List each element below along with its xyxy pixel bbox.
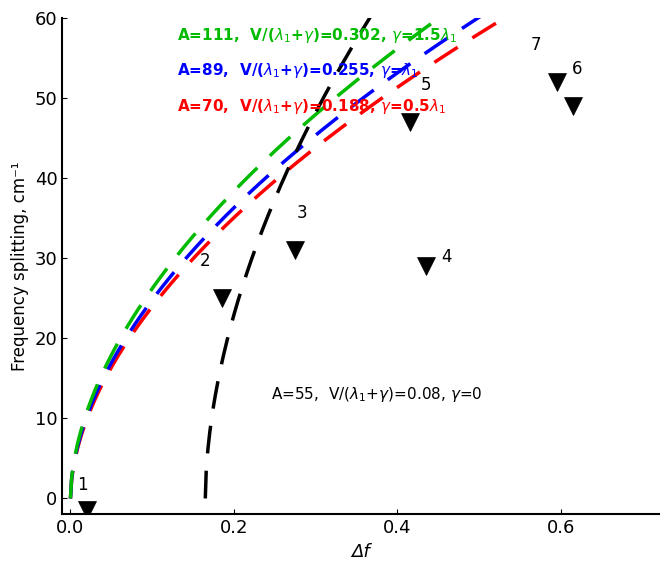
Text: 6: 6 — [572, 60, 582, 78]
Text: A=70,  V/($\lambda_1$+$\gamma$)=0.188, $\gamma$=0.5$\lambda_1$: A=70, V/($\lambda_1$+$\gamma$)=0.188, $\… — [177, 97, 446, 116]
Text: 2: 2 — [200, 252, 210, 271]
Text: A=111,  V/($\lambda_1$+$\gamma$)=0.302, $\gamma$=1.5$\lambda_1$: A=111, V/($\lambda_1$+$\gamma$)=0.302, $… — [177, 26, 456, 45]
Text: 7: 7 — [531, 36, 541, 54]
X-axis label: Δf: Δf — [351, 543, 370, 561]
Text: A=55,  V/($\lambda_1$+$\gamma$)=0.08, $\gamma$=0: A=55, V/($\lambda_1$+$\gamma$)=0.08, $\g… — [271, 385, 482, 404]
Text: 4: 4 — [441, 248, 452, 267]
Text: 1: 1 — [78, 476, 88, 494]
Y-axis label: Frequency splitting, cm⁻¹: Frequency splitting, cm⁻¹ — [11, 161, 29, 371]
Text: A=89,  V/($\lambda_1$+$\gamma$)=0.255, $\gamma$=$\lambda_1$: A=89, V/($\lambda_1$+$\gamma$)=0.255, $\… — [177, 61, 418, 80]
Text: 5: 5 — [421, 76, 431, 94]
Text: 3: 3 — [296, 204, 307, 223]
